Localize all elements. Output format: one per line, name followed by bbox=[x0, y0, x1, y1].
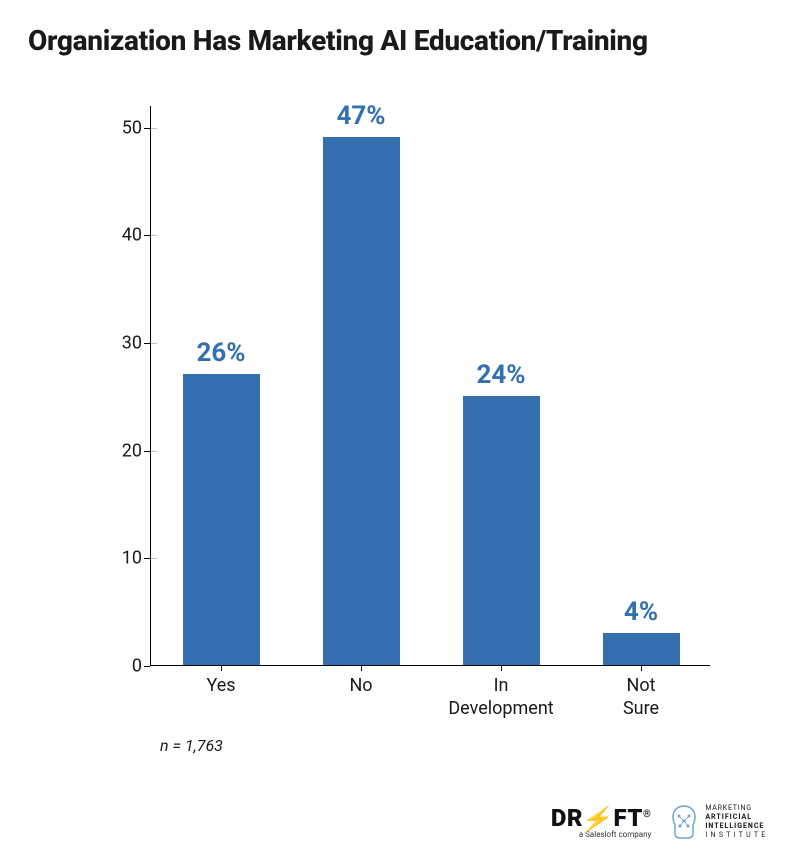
footer-logos: DR FT DR⚡FT® a Salesloft company MARKETI… bbox=[551, 804, 766, 840]
bar: 4% bbox=[603, 633, 680, 665]
bar-value-label: 26% bbox=[183, 338, 260, 368]
plot-area: 26%Yes47%No24%InDevelopment4%NotSure bbox=[150, 106, 710, 666]
x-category-label: No bbox=[291, 665, 431, 698]
y-tick-mark bbox=[144, 343, 150, 344]
y-tick-label: 40 bbox=[102, 225, 142, 246]
y-tick-label: 50 bbox=[102, 117, 142, 138]
y-inner-tick bbox=[151, 558, 157, 559]
bar: 24% bbox=[463, 396, 540, 665]
bar-value-label: 47% bbox=[323, 101, 400, 131]
y-inner-tick bbox=[151, 451, 157, 452]
y-tick-mark bbox=[144, 451, 150, 452]
y-tick-label: 30 bbox=[102, 332, 142, 353]
brain-icon bbox=[669, 804, 699, 840]
y-tick-mark bbox=[144, 558, 150, 559]
bar: 47% bbox=[323, 137, 400, 665]
x-category-label: InDevelopment bbox=[431, 665, 571, 720]
y-tick-label: 10 bbox=[102, 548, 142, 569]
y-tick-label: 20 bbox=[102, 440, 142, 461]
y-inner-tick bbox=[151, 128, 157, 129]
x-category-label: NotSure bbox=[571, 665, 711, 720]
bar-value-label: 24% bbox=[463, 360, 540, 390]
y-inner-tick bbox=[151, 235, 157, 236]
maii-text: MARKETING ARTIFICIAL INTELLIGENCE I N S … bbox=[705, 804, 766, 840]
maii-logo: MARKETING ARTIFICIAL INTELLIGENCE I N S … bbox=[669, 804, 766, 840]
sample-size-footnote: n = 1,763 bbox=[160, 736, 223, 755]
y-tick-mark bbox=[144, 128, 150, 129]
bar-value-label: 4% bbox=[603, 597, 680, 627]
y-tick-label: 0 bbox=[102, 656, 142, 677]
y-tick-mark bbox=[144, 666, 150, 667]
drift-wordmark: DR FT DR⚡FT® bbox=[551, 804, 651, 832]
y-inner-tick bbox=[151, 343, 157, 344]
drift-logo: DR FT DR⚡FT® a Salesloft company bbox=[551, 804, 651, 839]
bar: 26% bbox=[183, 374, 260, 665]
y-tick-mark bbox=[144, 235, 150, 236]
x-category-label: Yes bbox=[151, 665, 291, 698]
chart-title: Organization Has Marketing AI Education/… bbox=[0, 0, 790, 57]
chart-container: 26%Yes47%No24%InDevelopment4%NotSure 0 10… bbox=[100, 86, 740, 706]
